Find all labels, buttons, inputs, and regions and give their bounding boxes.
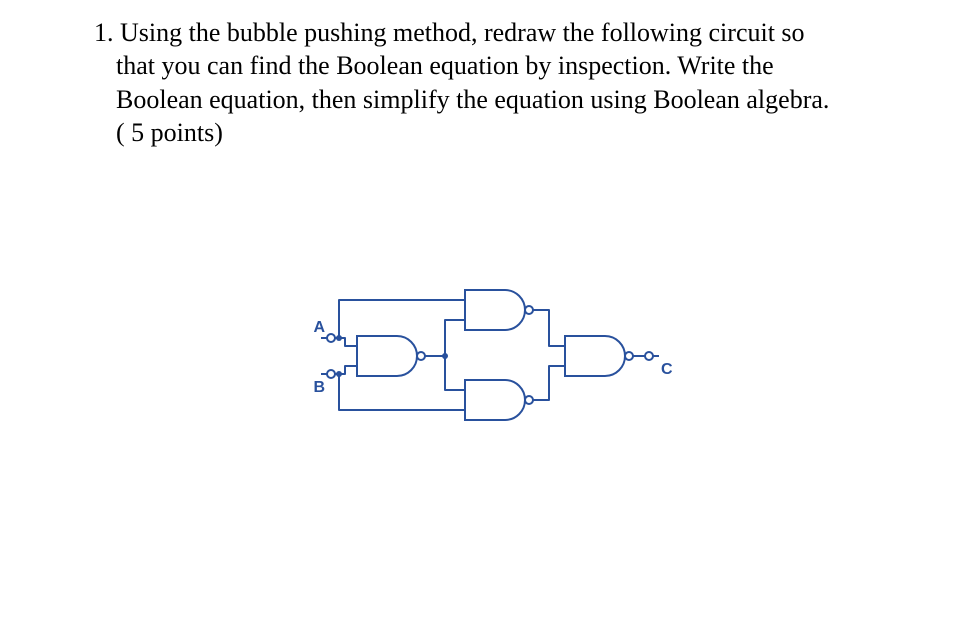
svg-text:B: B bbox=[313, 379, 325, 396]
question-text: 1. Using the bubble pushing method, redr… bbox=[94, 16, 836, 149]
page: 1. Using the bubble pushing method, redr… bbox=[0, 0, 960, 633]
svg-text:C: C bbox=[661, 361, 673, 378]
question-number: 1. bbox=[94, 18, 114, 47]
question-body: Using the bubble pushing method, redraw … bbox=[116, 18, 829, 147]
svg-text:A: A bbox=[313, 319, 325, 336]
circuit-svg: A B C bbox=[295, 260, 675, 460]
logic-circuit: A B C bbox=[295, 260, 675, 460]
